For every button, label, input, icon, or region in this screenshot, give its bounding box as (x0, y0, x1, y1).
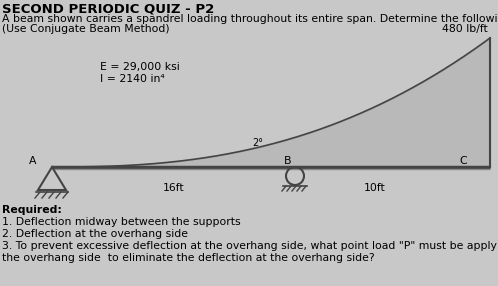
Text: (Use Conjugate Beam Method): (Use Conjugate Beam Method) (2, 24, 170, 34)
Text: I = 2140 in⁴: I = 2140 in⁴ (100, 74, 165, 84)
Text: 10ft: 10ft (364, 183, 386, 193)
Text: SECOND PERIODIC QUIZ - P2: SECOND PERIODIC QUIZ - P2 (2, 2, 214, 15)
Text: E = 29,000 ksi: E = 29,000 ksi (100, 62, 180, 72)
Text: the overhang side  to eliminate the deflection at the overhang side?: the overhang side to eliminate the defle… (2, 253, 374, 263)
Text: A beam shown carries a spandrel loading throughout its entire span. Determine th: A beam shown carries a spandrel loading … (2, 14, 498, 24)
Text: 16ft: 16ft (163, 183, 184, 193)
Text: Required:: Required: (2, 205, 62, 215)
Text: A: A (28, 156, 36, 166)
Text: 3. To prevent excessive deflection at the overhang side, what point load "P" mus: 3. To prevent excessive deflection at th… (2, 241, 498, 251)
Text: 2. Deflection at the overhang side: 2. Deflection at the overhang side (2, 229, 188, 239)
Text: 1. Deflection midway between the supports: 1. Deflection midway between the support… (2, 217, 241, 227)
Text: 480 lb/ft: 480 lb/ft (442, 24, 488, 34)
Text: 2°: 2° (252, 138, 263, 148)
Text: B: B (283, 156, 291, 166)
Text: C: C (459, 156, 467, 166)
